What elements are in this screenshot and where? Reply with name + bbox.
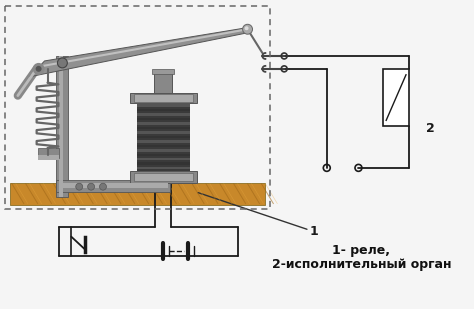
- Polygon shape: [30, 27, 249, 77]
- Bar: [137, 149, 190, 151]
- Circle shape: [57, 58, 67, 68]
- Bar: [56, 56, 68, 197]
- Bar: [5, 6, 270, 210]
- Bar: [56, 180, 170, 192]
- Circle shape: [88, 183, 95, 190]
- Text: 2-исполнительный орган: 2-исполнительный орган: [272, 258, 451, 271]
- Circle shape: [36, 66, 42, 72]
- Bar: [137, 104, 190, 107]
- Text: 1: 1: [310, 225, 319, 238]
- Bar: [153, 69, 174, 74]
- Bar: [137, 167, 190, 169]
- Text: 2: 2: [426, 122, 435, 135]
- Bar: [137, 109, 190, 112]
- Bar: [137, 122, 190, 125]
- Bar: [59, 183, 168, 188]
- Bar: [155, 73, 172, 93]
- Bar: [134, 94, 193, 102]
- Bar: [137, 154, 190, 156]
- Bar: [130, 93, 197, 103]
- Circle shape: [243, 24, 253, 34]
- Circle shape: [76, 183, 82, 190]
- Bar: [137, 113, 190, 116]
- Bar: [137, 131, 190, 134]
- Bar: [137, 163, 190, 165]
- Bar: [137, 158, 190, 160]
- Bar: [137, 145, 190, 147]
- Bar: [137, 118, 190, 120]
- Bar: [37, 155, 59, 160]
- Bar: [137, 127, 190, 129]
- Bar: [383, 69, 409, 126]
- Bar: [134, 173, 193, 181]
- Circle shape: [245, 26, 248, 30]
- Circle shape: [33, 63, 45, 75]
- Bar: [137, 140, 190, 143]
- Bar: [59, 56, 64, 197]
- Bar: [137, 136, 190, 138]
- Bar: [10, 183, 265, 205]
- Bar: [37, 148, 59, 158]
- Circle shape: [100, 183, 107, 190]
- Bar: [130, 171, 197, 183]
- Bar: [137, 103, 190, 171]
- Text: 1- реле,: 1- реле,: [332, 244, 391, 257]
